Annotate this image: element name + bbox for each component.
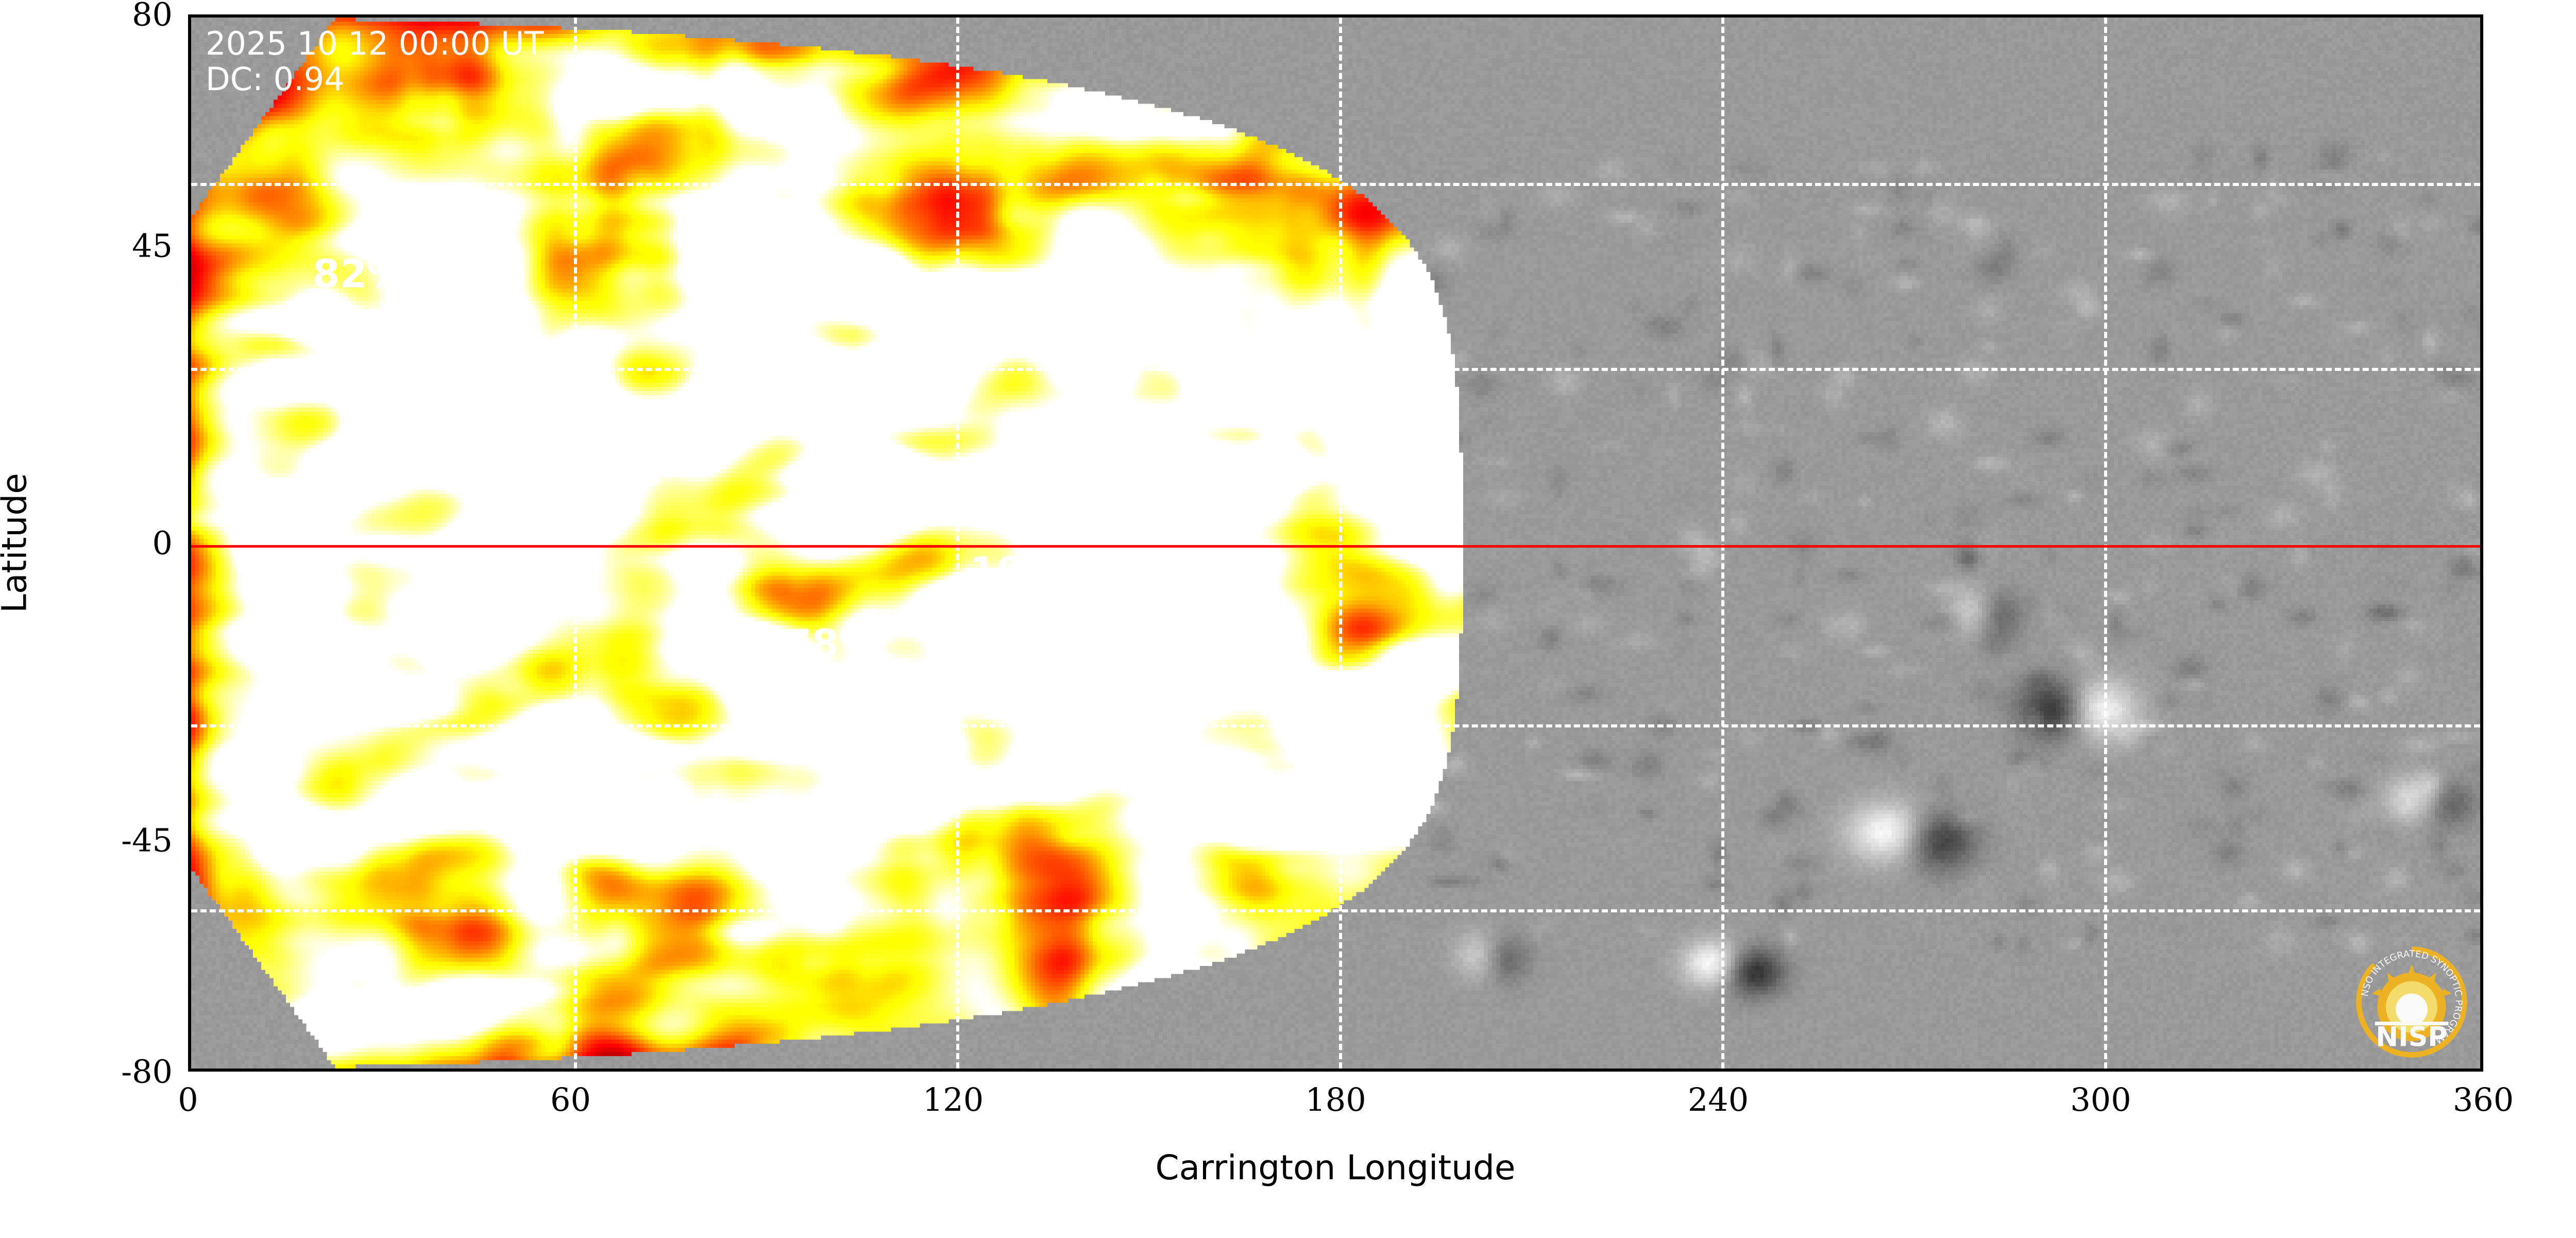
- y-axis-tick-label: -80: [121, 1053, 173, 1091]
- gridline-vertical: [1338, 18, 1342, 1069]
- active-region-circle: [948, 585, 1003, 639]
- equator-line: [191, 545, 2480, 548]
- gridline-horizontal: [191, 909, 2480, 913]
- y-axis-tick-label: 0: [152, 524, 173, 562]
- active-region-circle: [292, 288, 346, 342]
- synoptic-map-axes: 82% 76% 100% 78% 2025 10 12 00:00 UT DC: 0.…: [188, 14, 2483, 1072]
- x-axis-tick-label: 360: [2452, 1081, 2514, 1118]
- x-axis-tick: [191, 1069, 194, 1072]
- x-axis-tick: [2104, 1069, 2107, 1072]
- map-canvas-area: 82% 76% 100% 78% 2025 10 12 00:00 UT DC: 0.…: [191, 18, 2480, 1069]
- active-region-percent-label: 100%: [969, 548, 1090, 595]
- y-axis-tick-label: 80: [132, 0, 173, 33]
- gridline-horizontal: [191, 367, 2480, 371]
- y-axis-tick: [188, 843, 191, 846]
- y-axis-tick: [188, 546, 191, 549]
- gridline-horizontal: [191, 182, 2480, 186]
- x-axis-tick-label: 60: [550, 1081, 591, 1118]
- x-axis-title: Carrington Longitude: [1155, 1148, 1516, 1188]
- x-axis-tick-label: 120: [922, 1081, 984, 1118]
- x-axis-tick: [956, 1069, 959, 1072]
- gridline-vertical: [573, 18, 577, 1069]
- x-axis-tick-label: 180: [1305, 1081, 1366, 1118]
- active-region-percent-label: 82%: [312, 251, 406, 297]
- active-region-circle: [547, 486, 601, 540]
- svg-text:NISP: NISP: [2376, 1022, 2447, 1053]
- y-axis-title: Latitude: [0, 473, 35, 613]
- y-axis-tick: [188, 18, 191, 20]
- x-axis-tick: [1721, 1069, 1724, 1072]
- active-region-circle: [764, 658, 818, 712]
- y-axis-tick: [188, 249, 191, 251]
- x-axis-tick: [574, 1069, 577, 1072]
- active-region-percent-label: 78%: [784, 621, 878, 667]
- x-axis-tick-label: 300: [2070, 1081, 2131, 1118]
- gridline-vertical: [2104, 18, 2107, 1069]
- y-axis-tick-label: 45: [132, 227, 173, 265]
- gridline-horizontal: [191, 724, 2480, 728]
- gridline-vertical: [1721, 18, 1724, 1069]
- x-axis-tick-label: 240: [1687, 1081, 1749, 1118]
- gridline-vertical: [956, 18, 959, 1069]
- y-axis-tick-label: -45: [121, 821, 173, 859]
- timestamp-text: 2025 10 12 00:00 UT: [206, 25, 544, 62]
- x-axis-tick-label: 0: [178, 1081, 198, 1118]
- grid-layer: [191, 18, 2480, 1069]
- x-axis-tick: [1339, 1069, 1342, 1072]
- nisp-logo: NISP NSO INTEGRATED SYNOPTIC PROGRAM: [2356, 946, 2467, 1058]
- active-region-markers: 82% 76% 100% 78%: [191, 18, 2480, 1069]
- active-region-percent-label: 76%: [567, 449, 662, 495]
- duty-cycle-text: DC: 0.94: [206, 60, 345, 98]
- farside-magnetic-map-layer: [191, 18, 2480, 1069]
- timestamp-overlay: 2025 10 12 00:00 UT DC: 0.94: [206, 26, 544, 97]
